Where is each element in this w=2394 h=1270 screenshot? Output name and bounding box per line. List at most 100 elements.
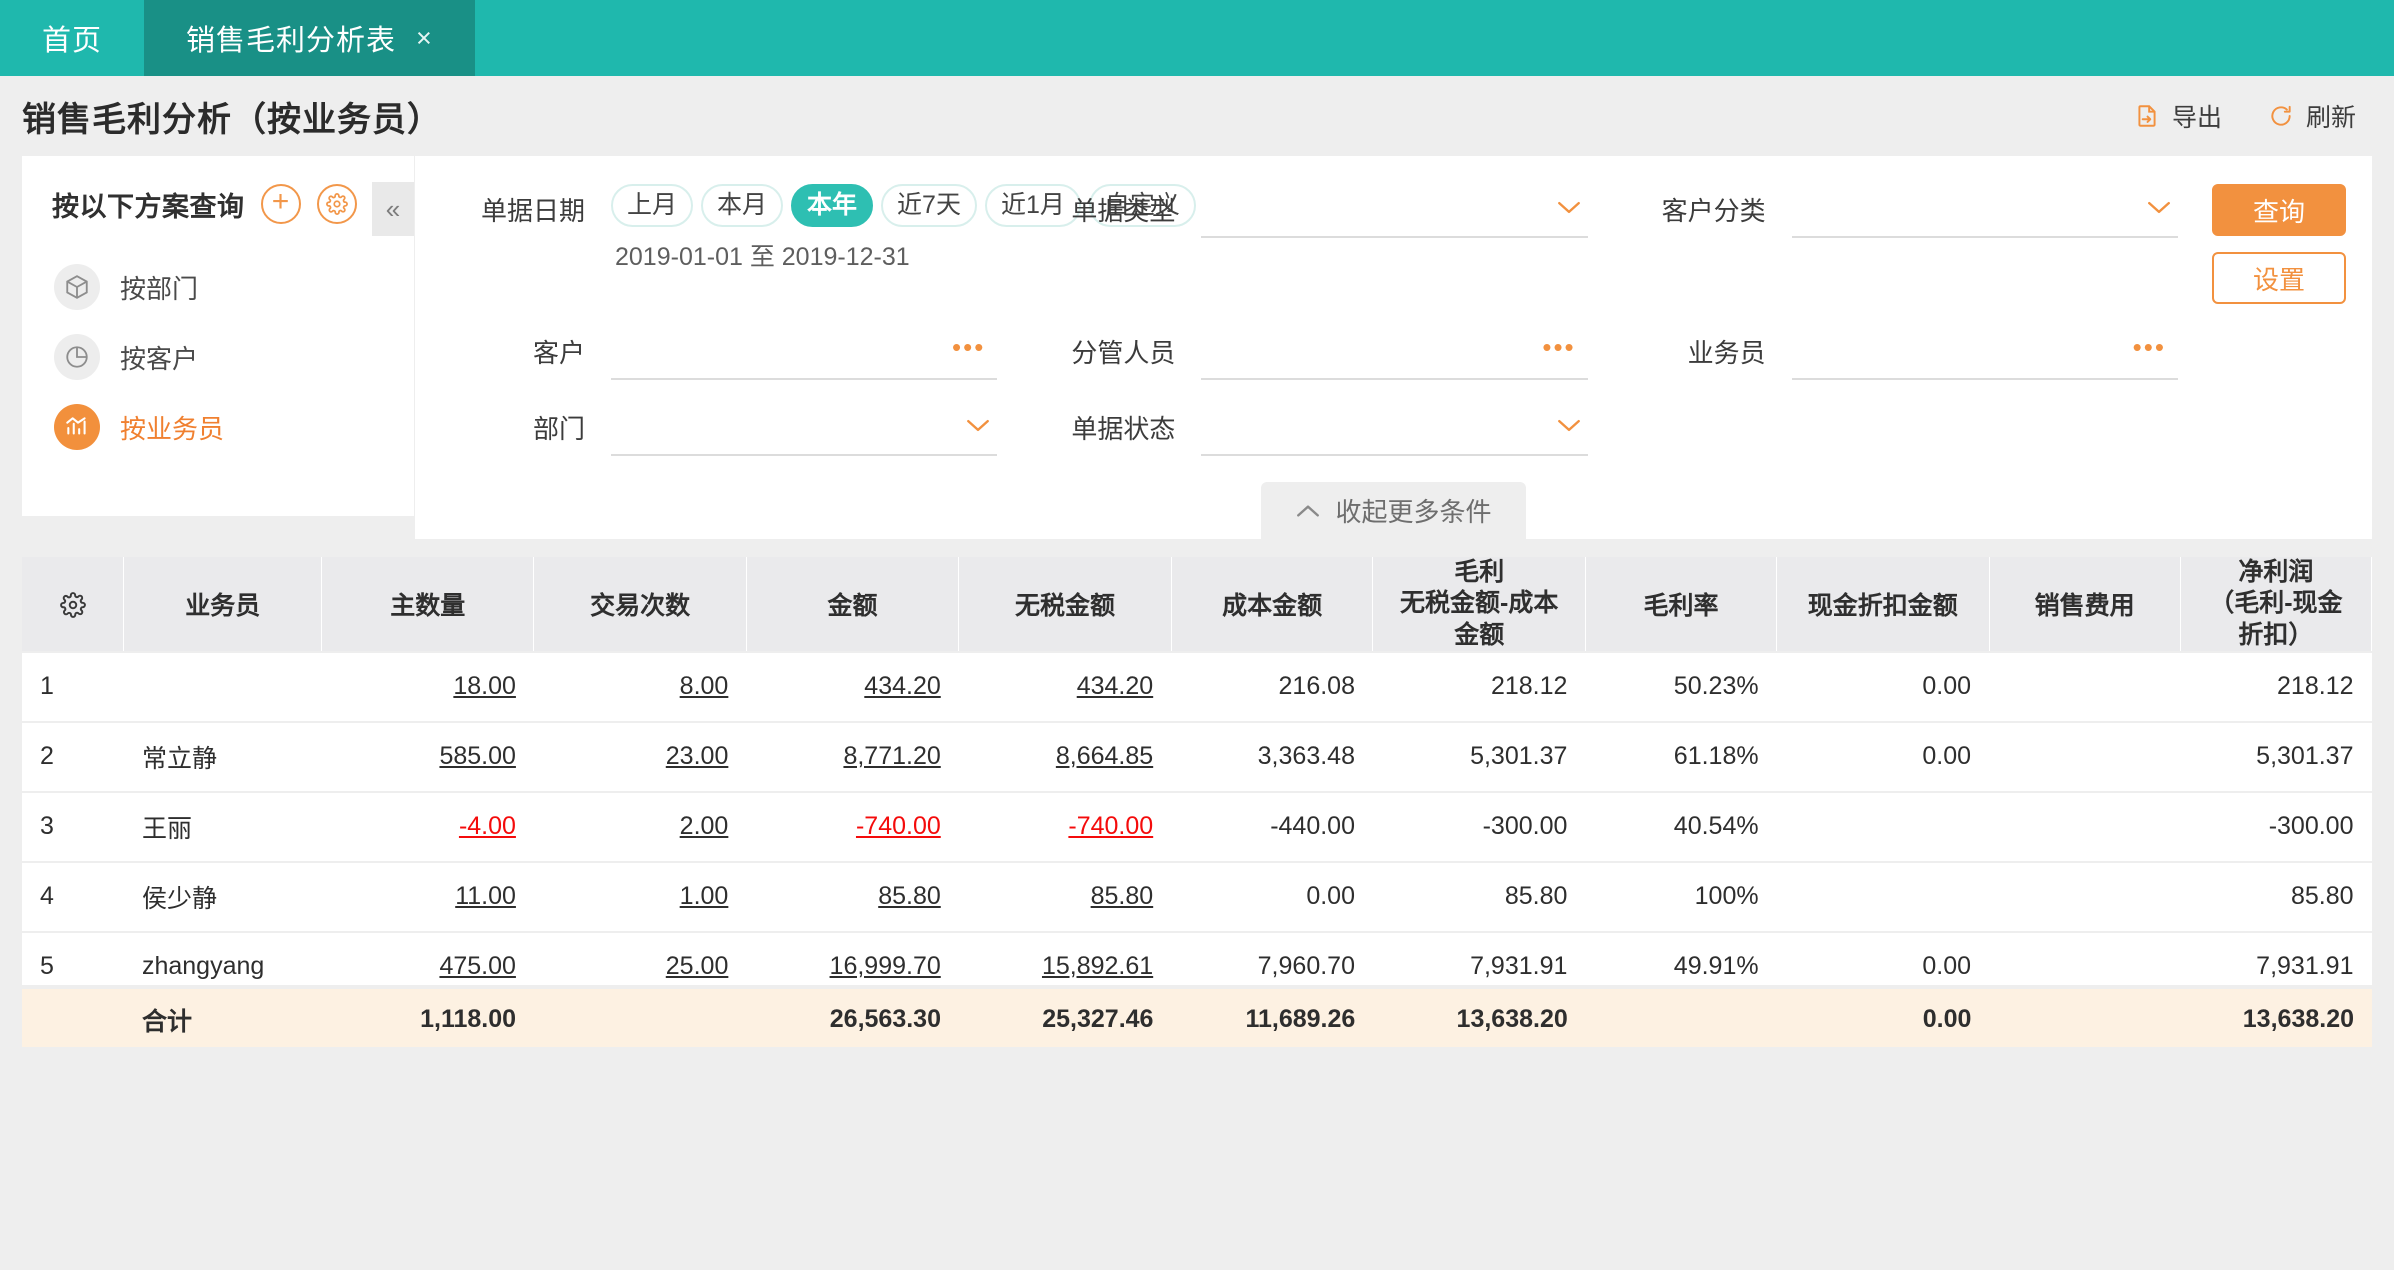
date-chip-group: 上月 本月 本年 近7天 近1月 自定义 xyxy=(611,184,1196,227)
column-header-profit[interactable]: 毛利 无税金额-成本金额 xyxy=(1372,557,1586,652)
field-bill-type: 单据类型 xyxy=(1031,184,1621,238)
date-chip-custom[interactable]: 自定义 xyxy=(1088,184,1196,227)
cell-net-amount[interactable]: 434.20 xyxy=(958,650,1172,723)
table-row[interactable]: 2 常立静 585.00 23.00 8,771.20 8,664.85 3,363.48 5… xyxy=(22,721,2372,793)
department-select[interactable] xyxy=(611,402,998,456)
cell-amount[interactable]: 8,771.20 xyxy=(746,721,959,793)
tab-home[interactable]: 首页 xyxy=(0,0,144,76)
cell-amount-link[interactable]: -740.00 xyxy=(855,812,941,841)
export-button[interactable]: 导出 xyxy=(2134,98,2222,134)
bill-status-select[interactable] xyxy=(1201,402,1588,456)
cell-net-amount-link[interactable]: 8,664.85 xyxy=(1055,742,1154,771)
collapse-more-button[interactable]: 收起更多条件 xyxy=(1261,482,1526,539)
column-header-net-amount[interactable]: 无税金额 xyxy=(958,557,1172,652)
column-header-amount[interactable]: 金额 xyxy=(746,557,960,652)
column-header-salesperson[interactable]: 业务员 xyxy=(123,557,322,652)
cell-deals-link[interactable]: 2.00 xyxy=(679,812,729,841)
cell-qty-link[interactable]: 475.00 xyxy=(439,952,516,981)
table-row[interactable]: 1 18.00 8.00 434.20 434.20 216.08 218.12 50.23%… xyxy=(22,650,2372,723)
total-label: 合计 xyxy=(123,987,322,1047)
page-header: 销售毛利分析（按业务员） 导出 刷新 xyxy=(0,76,2394,156)
cell-net-profit: -300.00 xyxy=(2180,791,2372,863)
cell-amount-link[interactable]: 16,999.70 xyxy=(829,952,941,981)
cell-deals-link[interactable]: 1.00 xyxy=(679,882,729,911)
cell-deals[interactable]: 23.00 xyxy=(533,721,747,793)
cell-deals-link[interactable]: 23.00 xyxy=(665,742,729,771)
customer-label: 客户 xyxy=(532,338,585,368)
column-header-net-profit-formula: （毛利-现金折扣） xyxy=(2209,589,2343,649)
field-bill-status: 单据状态 xyxy=(1031,402,1621,456)
cell-qty[interactable]: -4.00 xyxy=(321,791,534,863)
cell-amount[interactable]: -740.00 xyxy=(746,791,959,863)
cell-deals-link[interactable]: 8.00 xyxy=(679,672,729,701)
refresh-button[interactable]: 刷新 xyxy=(2268,98,2356,134)
cell-deals-link[interactable]: 25.00 xyxy=(665,952,729,981)
field-customer: 客户 ••• xyxy=(441,326,1031,380)
table-row[interactable]: 3 王丽 -4.00 2.00 -740.00 -740.00 -440.00 -300.00… xyxy=(22,791,2372,863)
query-button[interactable]: 查询 xyxy=(2211,184,2346,236)
plus-icon[interactable]: + xyxy=(260,184,301,224)
cell-deals[interactable]: 1.00 xyxy=(533,861,747,933)
column-header-net-profit[interactable]: 净利润 （毛利-现金折扣） xyxy=(2180,557,2372,652)
cell-qty[interactable]: 18.00 xyxy=(321,650,534,723)
bill-type-select[interactable] xyxy=(1201,184,1588,238)
cell-net-amount[interactable]: 8,664.85 xyxy=(958,721,1172,793)
sidebar-item-by-department[interactable]: 按部门 xyxy=(22,252,414,322)
column-header-deals[interactable]: 交易次数 xyxy=(533,557,747,652)
cell-amount-link[interactable]: 434.20 xyxy=(864,672,941,701)
column-header-expense[interactable]: 销售费用 xyxy=(1989,557,2181,652)
cell-qty[interactable]: 11.00 xyxy=(321,861,534,933)
ellipsis-icon[interactable]: ••• xyxy=(1542,331,1576,362)
cell-deals[interactable]: 2.00 xyxy=(533,791,747,863)
cell-qty-link[interactable]: 585.00 xyxy=(439,742,516,771)
customer-category-select[interactable] xyxy=(1791,184,2178,238)
column-header-net-profit-main: 净利润 xyxy=(2238,558,2314,586)
column-settings-button[interactable] xyxy=(22,557,125,652)
cell-net-amount-link[interactable]: -740.00 xyxy=(1068,812,1154,841)
tab-sales-gross-profit[interactable]: 销售毛利分析表 × xyxy=(144,0,475,76)
cell-amount[interactable]: 85.80 xyxy=(746,861,959,933)
column-header-cost[interactable]: 成本金额 xyxy=(1171,557,1374,652)
cell-net-amount[interactable]: -740.00 xyxy=(958,791,1172,863)
date-chip-last-month[interactable]: 上月 xyxy=(611,184,694,227)
scheme-panel: 按以下方案查询 + « 按部门 xyxy=(22,156,414,516)
cell-net-amount[interactable]: 85.80 xyxy=(958,861,1172,933)
cell-qty-link[interactable]: 11.00 xyxy=(455,882,516,911)
date-range-text[interactable]: 2019-01-01 至 2019-12-31 xyxy=(615,242,910,271)
ellipsis-icon[interactable]: ••• xyxy=(2132,331,2166,362)
column-header-margin[interactable]: 毛利率 xyxy=(1585,557,1778,652)
salesperson-input[interactable]: ••• xyxy=(1791,326,2178,380)
cell-amount-link[interactable]: 8,771.20 xyxy=(843,742,941,771)
cell-qty-link[interactable]: -4.00 xyxy=(458,812,516,841)
ellipsis-icon[interactable]: ••• xyxy=(952,331,986,362)
date-chip-last-1-month[interactable]: 近1月 xyxy=(984,184,1081,227)
date-chip-last-7-days[interactable]: 近7天 xyxy=(881,184,977,227)
total-profit: 13,638.20 xyxy=(1373,987,1586,1047)
settings-button[interactable]: 设置 xyxy=(2211,252,2346,304)
row-index: 2 xyxy=(22,721,124,793)
cell-net-amount-link[interactable]: 434.20 xyxy=(1076,672,1154,701)
cell-expense xyxy=(1989,791,2181,863)
cell-amount-link[interactable]: 85.80 xyxy=(878,882,941,911)
cell-amount[interactable]: 434.20 xyxy=(746,650,959,723)
cell-net-amount-link[interactable]: 15,892.61 xyxy=(1041,952,1154,981)
cell-net-amount-link[interactable]: 85.80 xyxy=(1090,882,1154,911)
cell-deals[interactable]: 8.00 xyxy=(533,650,747,723)
manager-input[interactable]: ••• xyxy=(1201,326,1588,380)
sidebar-item-by-customer[interactable]: 按客户 xyxy=(22,322,414,392)
collapse-more-label: 收起更多条件 xyxy=(1335,497,1492,527)
sidebar-collapse-button[interactable]: « xyxy=(372,182,414,236)
customer-input[interactable]: ••• xyxy=(611,326,998,380)
close-icon[interactable]: × xyxy=(416,22,433,53)
column-header-discount[interactable]: 现金折扣金额 xyxy=(1776,557,1990,652)
gear-icon[interactable] xyxy=(316,184,357,224)
table-row[interactable]: 4 侯少静 11.00 1.00 85.80 85.80 0.00 85.80 100% 85.8… xyxy=(22,861,2372,933)
customer-category-control xyxy=(1791,184,2178,238)
date-chip-this-year[interactable]: 本年 xyxy=(791,184,874,227)
sidebar-item-by-salesperson[interactable]: 按业务员 xyxy=(22,392,414,462)
cell-qty[interactable]: 585.00 xyxy=(321,721,534,793)
cell-qty-link[interactable]: 18.00 xyxy=(453,672,516,701)
column-header-qty[interactable]: 主数量 xyxy=(321,557,535,652)
pie-chart-icon xyxy=(54,334,100,380)
date-chip-this-month[interactable]: 本月 xyxy=(701,184,784,227)
